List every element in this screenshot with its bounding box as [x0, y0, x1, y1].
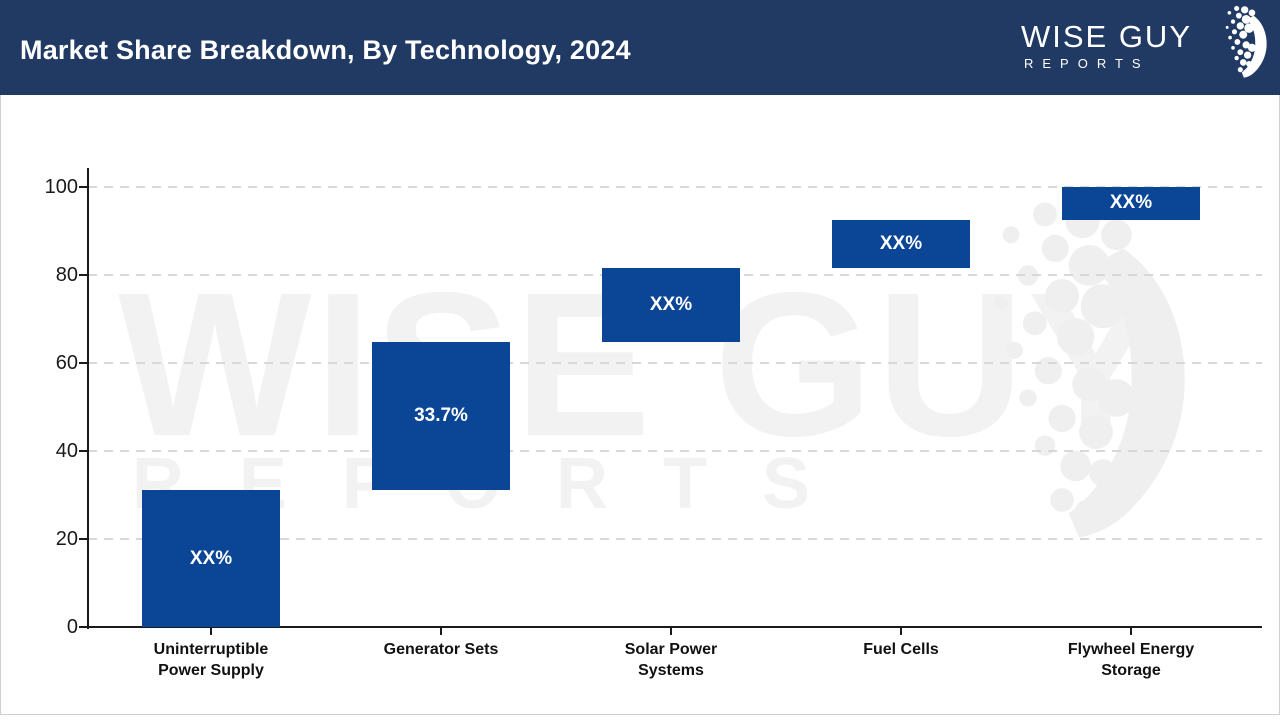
y-gridline — [88, 449, 1262, 452]
x-tick — [1130, 628, 1132, 635]
x-category-label: Solar Power Systems — [624, 641, 718, 679]
y-tick-label: 40 — [55, 439, 78, 462]
x-axis-line — [87, 626, 1262, 628]
logo-head-icon — [1225, 5, 1267, 78]
y-tick-label: 100 — [44, 175, 78, 198]
bar-label: XX% — [189, 547, 233, 569]
x-tick — [210, 628, 212, 635]
x-tick — [900, 628, 902, 635]
x-category-label: Fuel Cells — [863, 641, 939, 658]
y-tick — [79, 361, 88, 364]
x-category-label: Uninterruptible Power Supply — [153, 641, 269, 679]
y-tick — [79, 273, 88, 276]
bar — [832, 219, 970, 268]
logo-wordmark: WISE GUY REPORTS — [1021, 21, 1192, 71]
x-category-label: Generator Sets — [383, 641, 499, 658]
y-gridline — [88, 361, 1262, 364]
logo-subtitle: REPORTS — [1023, 55, 1150, 71]
page-title: Market Share Breakdown, By Technology, 2… — [20, 35, 631, 65]
bar-label: XX% — [1109, 192, 1153, 214]
logo-title: WISE GUY — [1020, 19, 1192, 55]
bar-label: 33.7% — [414, 404, 468, 426]
bar — [602, 267, 740, 342]
y-gridline — [88, 185, 1262, 188]
bar — [372, 341, 510, 490]
wise-guy-logo: WISE GUY REPORTS — [1021, 4, 1270, 88]
y-tick-label: 80 — [55, 263, 78, 286]
bar — [142, 490, 280, 627]
bar-label: XX% — [879, 232, 923, 254]
y-tick — [79, 185, 88, 188]
x-category-label: Flywheel Energy Storage — [1067, 641, 1195, 679]
y-tick-label: 20 — [55, 527, 78, 550]
y-tick-label: 60 — [55, 351, 78, 374]
header: Market Share Breakdown, By Technology, 2… — [0, 0, 1280, 95]
y-gridline — [88, 537, 1262, 540]
y-tick — [79, 626, 88, 628]
x-tick — [670, 628, 672, 635]
y-tick-label: 0 — [66, 616, 78, 638]
y-tick — [79, 537, 88, 540]
x-tick — [440, 628, 442, 635]
y-axis-line — [87, 168, 89, 629]
y-tick — [79, 449, 88, 452]
bar-label: XX% — [649, 293, 693, 315]
